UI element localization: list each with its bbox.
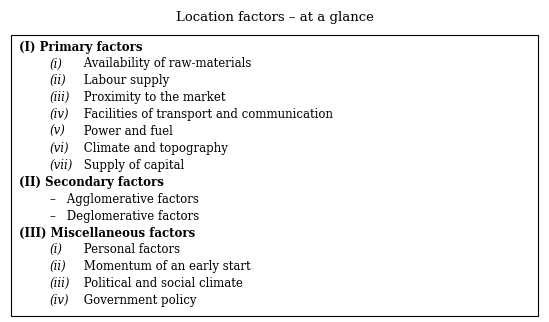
Text: Facilities of transport and communication: Facilities of transport and communicatio…	[80, 108, 333, 121]
Text: Supply of capital: Supply of capital	[80, 159, 184, 172]
Text: (iv): (iv)	[49, 294, 69, 307]
Text: –: –	[49, 210, 55, 223]
Text: Political and social climate: Political and social climate	[80, 277, 243, 290]
Text: (i): (i)	[49, 243, 63, 256]
Text: Power and fuel: Power and fuel	[80, 125, 172, 138]
Text: Personal factors: Personal factors	[80, 243, 180, 256]
Text: Location factors – at a glance: Location factors – at a glance	[176, 11, 373, 24]
Text: (iii): (iii)	[49, 277, 70, 290]
Text: Agglomerative factors: Agglomerative factors	[63, 193, 199, 206]
Text: (v): (v)	[49, 125, 65, 138]
Text: (iii): (iii)	[49, 91, 70, 104]
Text: (III) Miscellaneous factors: (III) Miscellaneous factors	[19, 227, 195, 240]
Text: Availability of raw-materials: Availability of raw-materials	[80, 58, 251, 71]
Text: Deglomerative factors: Deglomerative factors	[63, 210, 199, 223]
Text: (II) Secondary factors: (II) Secondary factors	[19, 176, 164, 189]
Text: Climate and topography: Climate and topography	[80, 142, 227, 155]
Text: (I) Primary factors: (I) Primary factors	[19, 41, 143, 53]
Text: (i): (i)	[49, 58, 63, 71]
Text: Momentum of an early start: Momentum of an early start	[80, 260, 250, 273]
Text: (iv): (iv)	[49, 108, 69, 121]
Text: –: –	[49, 193, 55, 206]
Text: (vi): (vi)	[49, 142, 69, 155]
FancyBboxPatch shape	[11, 35, 538, 316]
Text: Labour supply: Labour supply	[80, 74, 169, 87]
Text: Government policy: Government policy	[80, 294, 196, 307]
Text: (ii): (ii)	[49, 74, 66, 87]
Text: Proximity to the market: Proximity to the market	[80, 91, 225, 104]
Text: (vii): (vii)	[49, 159, 73, 172]
Text: (ii): (ii)	[49, 260, 66, 273]
